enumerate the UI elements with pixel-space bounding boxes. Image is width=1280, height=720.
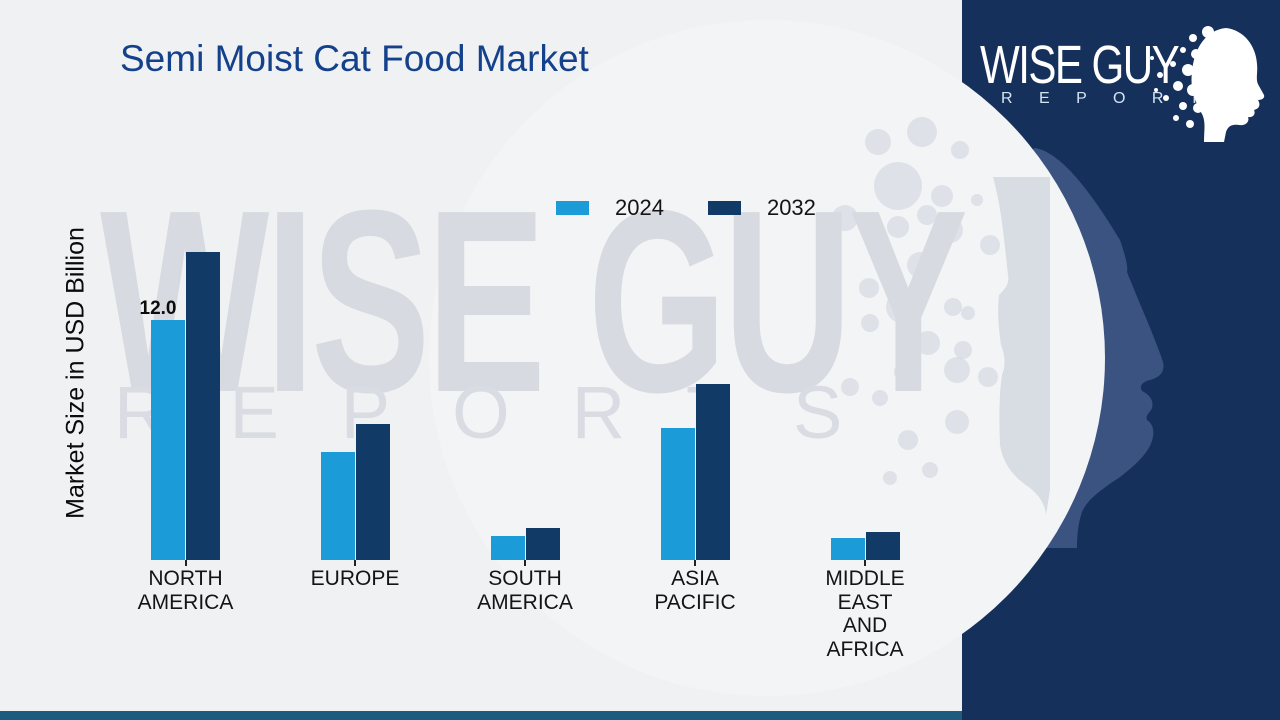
category-label: MIDDLE EAST AND AFRICA (825, 567, 905, 661)
bar-2032-asia-pacific (695, 384, 730, 560)
legend-item-2024: 2024 (556, 195, 664, 221)
x-axis-tick (524, 560, 526, 566)
legend-label: 2024 (615, 195, 664, 220)
bar-2032-north-america (186, 252, 220, 560)
x-axis-tick (864, 560, 866, 566)
bar-2032-middle-east-and-africa (865, 532, 900, 560)
category-label: SOUTH AMERICA (477, 567, 573, 614)
category-label: NORTH AMERICA (137, 567, 234, 614)
x-axis-tick (184, 560, 187, 566)
logo-wordmark: WISE GUY (980, 35, 1180, 95)
category-label: ASIA PACIFIC (654, 567, 736, 614)
bar-2032-south-america (525, 528, 560, 560)
background-circle (429, 20, 1105, 696)
legend-swatch-2024 (556, 201, 589, 215)
bar-value-label: 12.0 (139, 298, 177, 319)
page-title: Semi Moist Cat Food Market (120, 38, 589, 79)
legend-swatch-2032 (707, 201, 741, 215)
bar-2024-europe (320, 452, 355, 560)
category-label: EUROPE (310, 567, 400, 590)
bottom-accent-bar (0, 711, 1280, 720)
bar-2024-asia-pacific (660, 428, 695, 560)
bar-2032-europe (355, 424, 390, 560)
x-axis-tick (694, 560, 696, 566)
logo-reports-text: R E P O R T S (1001, 90, 1248, 107)
bar-2024-south-america (490, 536, 525, 560)
x-axis-tick (354, 560, 356, 566)
legend-item-2032: 2032 (707, 195, 816, 221)
bar-2024-north-america (151, 320, 185, 560)
chart-legend: 2024 2032 (556, 195, 860, 221)
logo-head-icon (1150, 26, 1265, 142)
watermark-wordmark: WISE GUY (100, 157, 968, 447)
y-axis-label: Market Size in USD Billion (61, 227, 90, 519)
legend-label: 2032 (766, 195, 816, 220)
watermark-reports: REPORTS (114, 371, 905, 454)
bar-2024-middle-east-and-africa (830, 538, 865, 560)
watermark-head-silhouette (993, 177, 1050, 515)
